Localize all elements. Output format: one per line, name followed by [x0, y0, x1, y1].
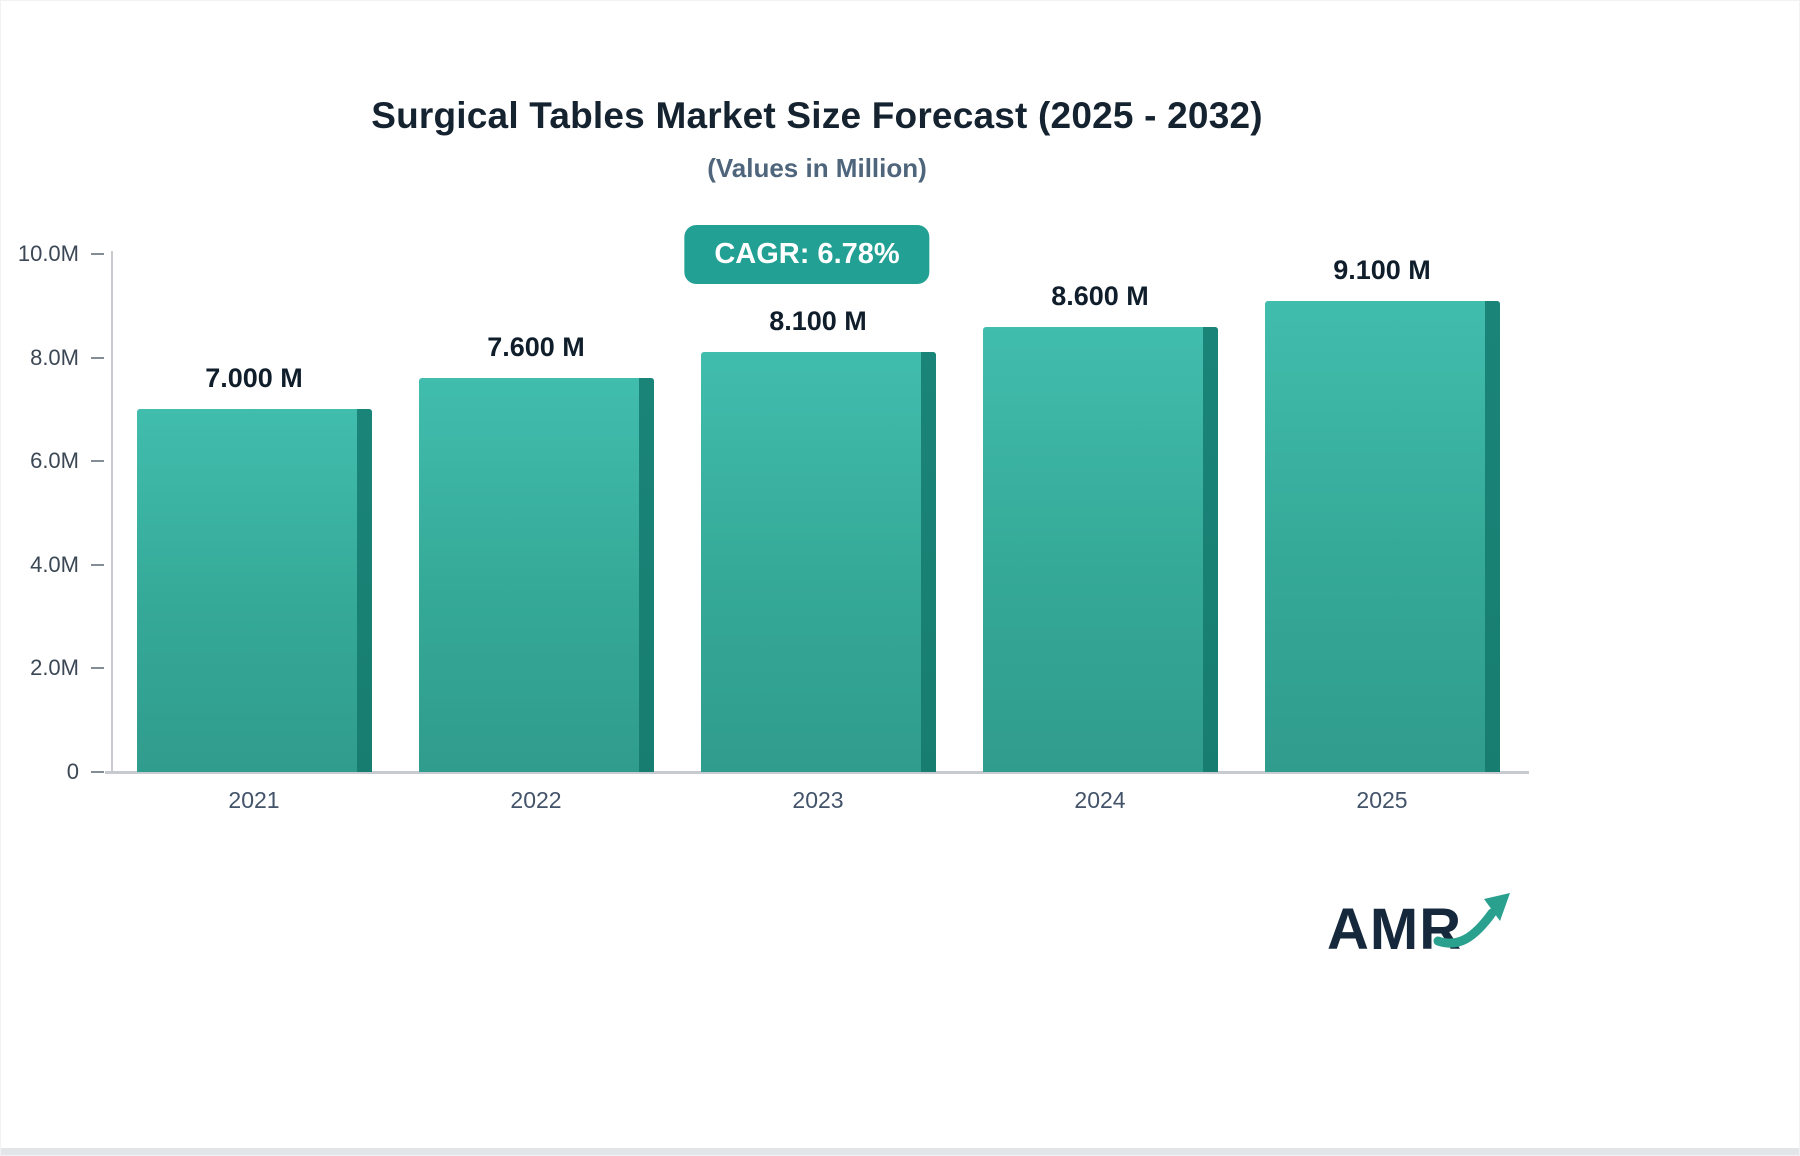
y-tick-label: 6.0M — [30, 448, 79, 474]
x-axis-line — [105, 771, 1529, 774]
bar-value-label: 8.600 M — [1051, 280, 1149, 311]
y-tick-label: 2.0M — [30, 655, 79, 681]
y-tick-mark — [91, 667, 104, 670]
bar — [1264, 300, 1500, 772]
chart-header: Surgical Tables Market Size Forecast (20… — [1, 95, 1633, 184]
y-tick-mark — [91, 563, 104, 566]
y-tick-mark — [91, 771, 104, 773]
y-tick-mark — [91, 253, 104, 255]
chart-title: Surgical Tables Market Size Forecast (20… — [371, 95, 1263, 136]
x-axis-category-label: 2021 — [228, 787, 280, 813]
trending-up-arrow-icon — [1433, 893, 1511, 948]
bar-3d-side-face — [1202, 326, 1218, 772]
y-axis-line — [111, 251, 113, 774]
chart-subtitle: (Values in Million) — [707, 153, 927, 183]
bar-value-label: 7.000 M — [205, 363, 303, 394]
y-tick-mark — [91, 460, 104, 463]
y-tick-label: 10.0M — [17, 241, 79, 266]
bar-value-label: 9.100 M — [1333, 254, 1431, 285]
x-axis-category-label: 2022 — [510, 787, 562, 813]
bar-3d-side-face — [356, 409, 372, 772]
x-axis-category-label: 2023 — [792, 787, 844, 813]
amr-logo-text: AMR — [1327, 897, 1463, 962]
bar-3d-side-face — [638, 378, 654, 772]
x-axis-category-label: 2025 — [1356, 787, 1408, 813]
bar — [418, 378, 654, 772]
bottom-divider — [1, 1148, 1799, 1155]
bar-value-label: 7.600 M — [487, 332, 585, 363]
y-tick-label: 8.0M — [30, 344, 79, 370]
bar — [982, 326, 1218, 772]
bar — [700, 352, 936, 772]
bar-value-label: 8.100 M — [769, 306, 867, 337]
bar-3d-side-face — [1484, 300, 1500, 772]
y-tick-mark — [91, 356, 104, 359]
y-tick-label: 0 — [66, 759, 79, 784]
bar-3d-side-face — [920, 352, 936, 772]
amr-logo: AMR — [1327, 891, 1514, 959]
bar — [136, 409, 372, 772]
y-tick-label: 4.0M — [30, 551, 79, 577]
x-axis-category-label: 2024 — [1074, 787, 1126, 813]
cagr-badge-label: CAGR: 6.78% — [714, 238, 900, 270]
cagr-badge: CAGR: 6.78% — [684, 225, 930, 284]
